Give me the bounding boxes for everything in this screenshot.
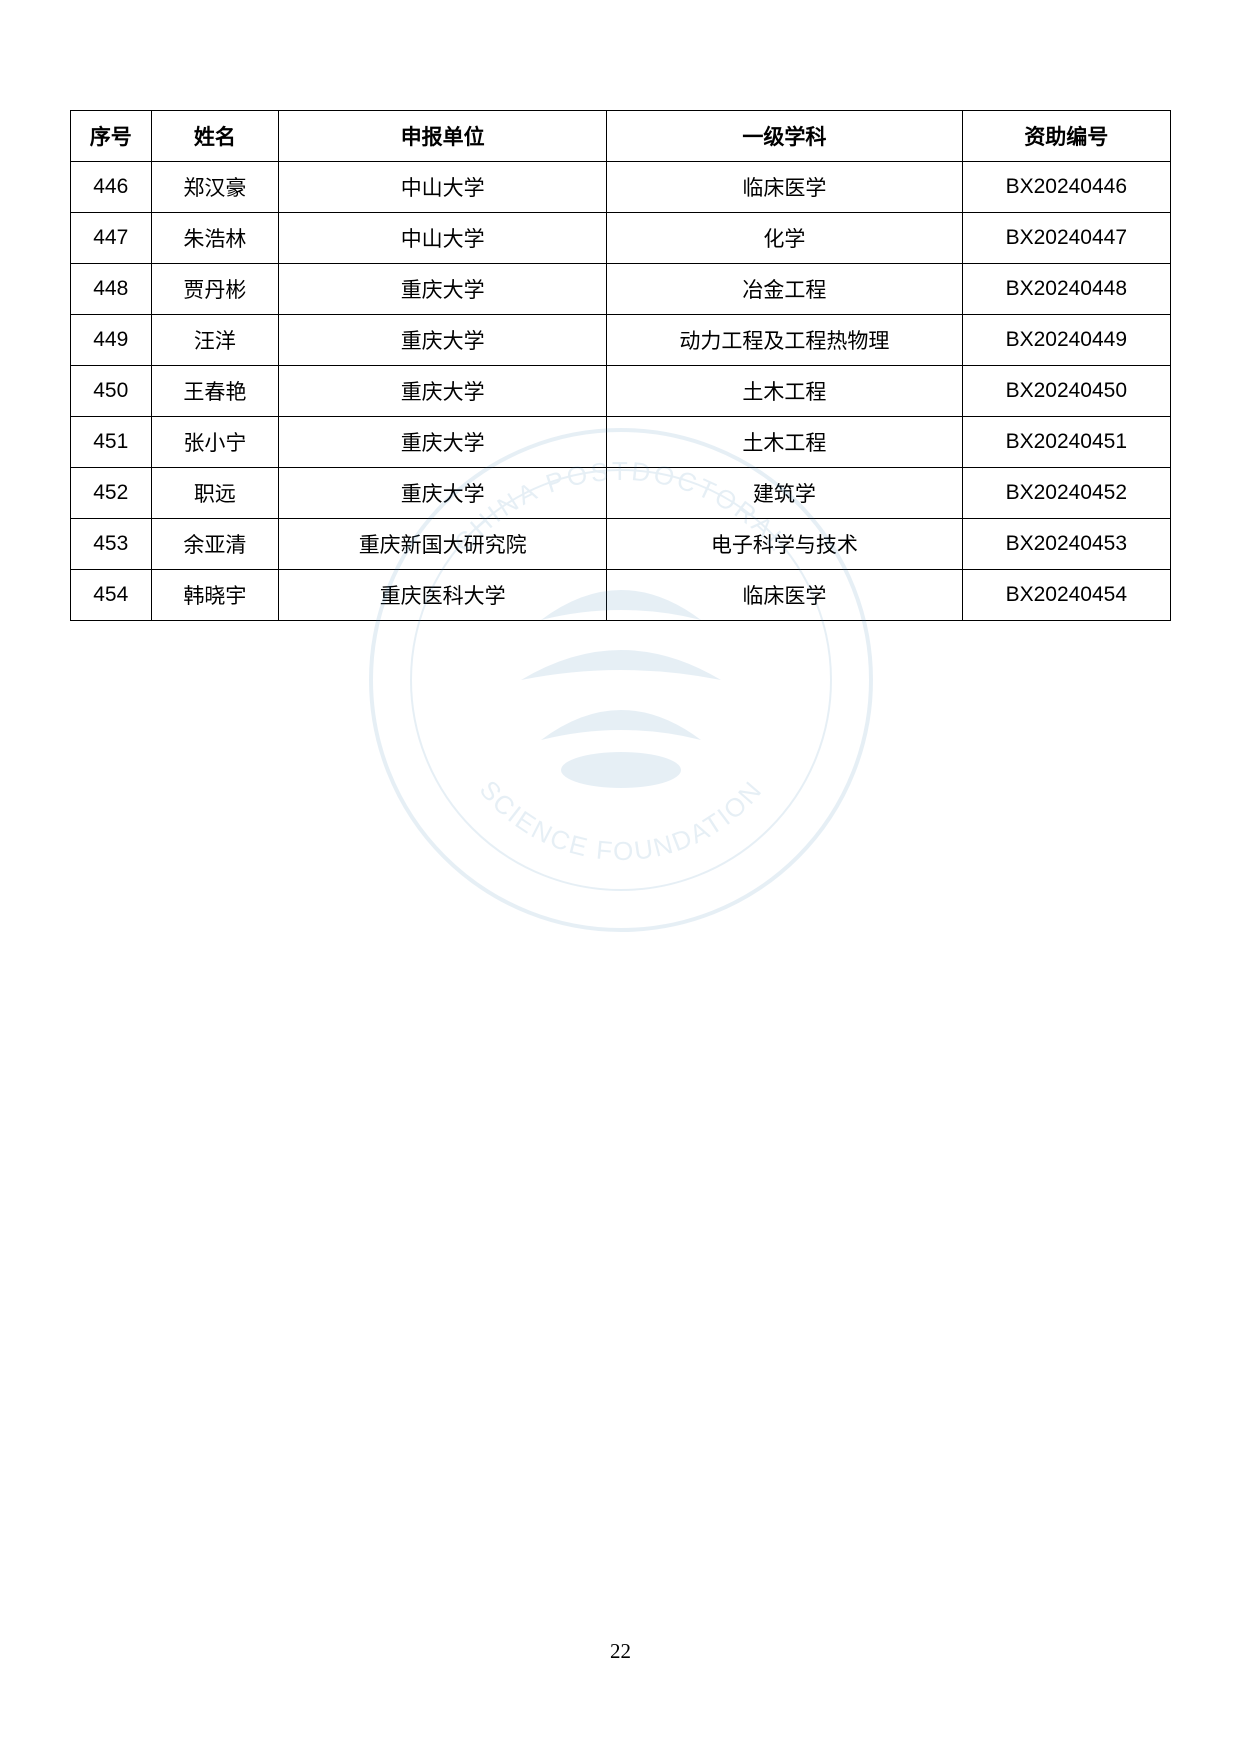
- page-number: 22: [0, 1639, 1241, 1664]
- cell-org: 中山大学: [279, 213, 607, 264]
- cell-org: 重庆大学: [279, 366, 607, 417]
- cell-subject: 临床医学: [607, 162, 963, 213]
- svg-text:SCIENCE FOUNDATION: SCIENCE FOUNDATION: [473, 774, 768, 866]
- cell-name: 余亚清: [151, 519, 279, 570]
- cell-subject: 化学: [607, 213, 963, 264]
- cell-subject: 电子科学与技术: [607, 519, 963, 570]
- table-body: 446 郑汉豪 中山大学 临床医学 BX20240446 447 朱浩林 中山大…: [71, 162, 1171, 621]
- cell-name: 汪洋: [151, 315, 279, 366]
- cell-seq: 451: [71, 417, 152, 468]
- page-container: 序号 姓名 申报单位 一级学科 资助编号 446 郑汉豪 中山大学 临床医学 B…: [0, 0, 1241, 621]
- header-subject: 一级学科: [607, 111, 963, 162]
- cell-name: 郑汉豪: [151, 162, 279, 213]
- cell-subject: 临床医学: [607, 570, 963, 621]
- header-name: 姓名: [151, 111, 279, 162]
- table-header-row: 序号 姓名 申报单位 一级学科 资助编号: [71, 111, 1171, 162]
- table-row: 447 朱浩林 中山大学 化学 BX20240447: [71, 213, 1171, 264]
- cell-funding: BX20240447: [962, 213, 1170, 264]
- cell-org: 中山大学: [279, 162, 607, 213]
- table-row: 448 贾丹彬 重庆大学 冶金工程 BX20240448: [71, 264, 1171, 315]
- cell-name: 王春艳: [151, 366, 279, 417]
- cell-seq: 450: [71, 366, 152, 417]
- cell-org: 重庆新国大研究院: [279, 519, 607, 570]
- cell-funding: BX20240446: [962, 162, 1170, 213]
- header-org: 申报单位: [279, 111, 607, 162]
- cell-funding: BX20240453: [962, 519, 1170, 570]
- table-row: 453 余亚清 重庆新国大研究院 电子科学与技术 BX20240453: [71, 519, 1171, 570]
- cell-seq: 449: [71, 315, 152, 366]
- cell-name: 朱浩林: [151, 213, 279, 264]
- cell-seq: 452: [71, 468, 152, 519]
- header-funding: 资助编号: [962, 111, 1170, 162]
- cell-funding: BX20240450: [962, 366, 1170, 417]
- cell-funding: BX20240451: [962, 417, 1170, 468]
- cell-subject: 冶金工程: [607, 264, 963, 315]
- cell-subject: 建筑学: [607, 468, 963, 519]
- cell-org: 重庆大学: [279, 417, 607, 468]
- cell-seq: 454: [71, 570, 152, 621]
- cell-org: 重庆医科大学: [279, 570, 607, 621]
- table-row: 450 王春艳 重庆大学 土木工程 BX20240450: [71, 366, 1171, 417]
- cell-funding: BX20240448: [962, 264, 1170, 315]
- cell-org: 重庆大学: [279, 315, 607, 366]
- cell-name: 贾丹彬: [151, 264, 279, 315]
- table-row: 449 汪洋 重庆大学 动力工程及工程热物理 BX20240449: [71, 315, 1171, 366]
- table-row: 446 郑汉豪 中山大学 临床医学 BX20240446: [71, 162, 1171, 213]
- cell-name: 韩晓宇: [151, 570, 279, 621]
- table-row: 452 职远 重庆大学 建筑学 BX20240452: [71, 468, 1171, 519]
- cell-org: 重庆大学: [279, 468, 607, 519]
- cell-seq: 446: [71, 162, 152, 213]
- cell-seq: 447: [71, 213, 152, 264]
- cell-name: 张小宁: [151, 417, 279, 468]
- cell-funding: BX20240449: [962, 315, 1170, 366]
- cell-org: 重庆大学: [279, 264, 607, 315]
- header-seq: 序号: [71, 111, 152, 162]
- cell-funding: BX20240452: [962, 468, 1170, 519]
- cell-subject: 动力工程及工程热物理: [607, 315, 963, 366]
- cell-funding: BX20240454: [962, 570, 1170, 621]
- cell-subject: 土木工程: [607, 366, 963, 417]
- cell-seq: 453: [71, 519, 152, 570]
- cell-name: 职远: [151, 468, 279, 519]
- cell-subject: 土木工程: [607, 417, 963, 468]
- table-row: 454 韩晓宇 重庆医科大学 临床医学 BX20240454: [71, 570, 1171, 621]
- table-row: 451 张小宁 重庆大学 土木工程 BX20240451: [71, 417, 1171, 468]
- cell-seq: 448: [71, 264, 152, 315]
- data-table: 序号 姓名 申报单位 一级学科 资助编号 446 郑汉豪 中山大学 临床医学 B…: [70, 110, 1171, 621]
